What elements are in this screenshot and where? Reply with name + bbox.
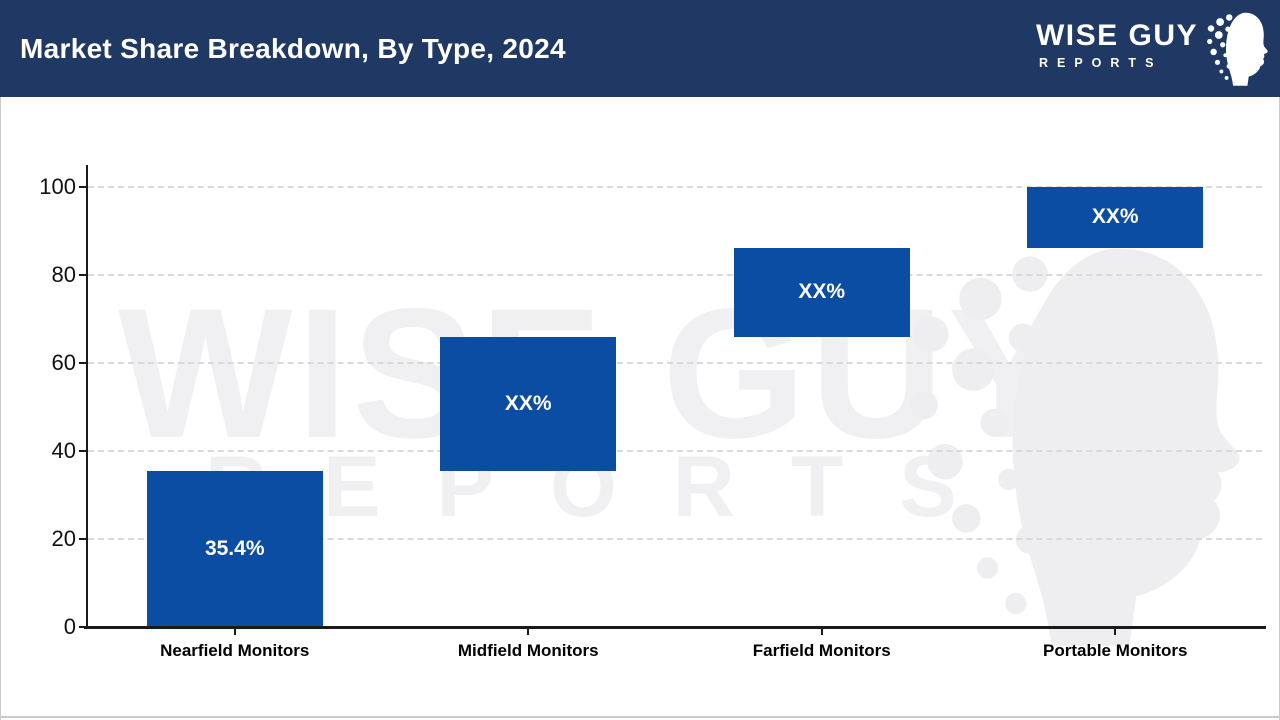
- y-tick-label: 100: [39, 174, 76, 199]
- bar-farfield-monitors: XX%: [733, 247, 910, 338]
- x-tick-mark: [820, 627, 823, 635]
- gridline: [88, 274, 1262, 276]
- bar-portable-monitors: XX%: [1027, 187, 1204, 248]
- y-tick-mark: [79, 450, 88, 452]
- y-tick-label: 60: [51, 350, 76, 375]
- logo-text: WISE GUY REPORTS: [1036, 19, 1198, 70]
- x-tick-mark: [527, 627, 530, 635]
- x-tick-mark: [1114, 627, 1117, 635]
- y-tick-label: 40: [51, 438, 76, 463]
- bottom-border-line: [0, 716, 1280, 718]
- header-band: Market Share Breakdown, By Type, 2024 WI…: [0, 0, 1280, 97]
- gridline: [88, 450, 1262, 452]
- bar-nearfield-monitors: 35.4%: [146, 471, 323, 627]
- x-axis-spine: [84, 626, 1266, 629]
- y-tick-mark: [79, 274, 88, 276]
- logo-subtitle: REPORTS: [1038, 56, 1163, 70]
- gridline: [88, 186, 1262, 188]
- y-tick-mark: [79, 186, 88, 188]
- y-tick-mark: [79, 538, 88, 540]
- wise-guy-reports-logo: WISE GUY REPORTS: [1005, 7, 1270, 91]
- chart-title: Market Share Breakdown, By Type, 2024: [20, 32, 566, 64]
- x-tick-label: Farfield Monitors: [752, 641, 891, 660]
- bar-value-label: XX%: [504, 392, 552, 416]
- logo-head-icon: [1207, 12, 1268, 86]
- y-tick-label: 20: [51, 526, 76, 551]
- y-tick-label: 80: [51, 262, 76, 287]
- y-tick-label: 0: [63, 614, 76, 639]
- x-tick-mark: [233, 627, 236, 635]
- bar-value-label: 35.4%: [204, 537, 265, 561]
- x-tick-label: Nearfield Monitors: [160, 641, 310, 660]
- y-axis-spine: [86, 165, 88, 628]
- logo-wordmark: WISE GUY: [1035, 19, 1198, 52]
- bar-midfield-monitors: XX%: [440, 337, 617, 472]
- y-tick-mark: [79, 626, 88, 628]
- x-tick-label: Portable Monitors: [1042, 641, 1188, 660]
- bar-value-label: XX%: [798, 280, 846, 304]
- y-tick-mark: [79, 362, 88, 364]
- x-tick-label: Midfield Monitors: [457, 641, 599, 660]
- left-border-line: [0, 97, 1, 720]
- plot-area: 0 20 40 60 80 100 35.4% Nearfield Monitors XX% Mi…: [39, 165, 1266, 660]
- gridline: [88, 362, 1262, 364]
- bar-value-label: XX%: [1091, 205, 1139, 229]
- gridline: [88, 538, 1262, 540]
